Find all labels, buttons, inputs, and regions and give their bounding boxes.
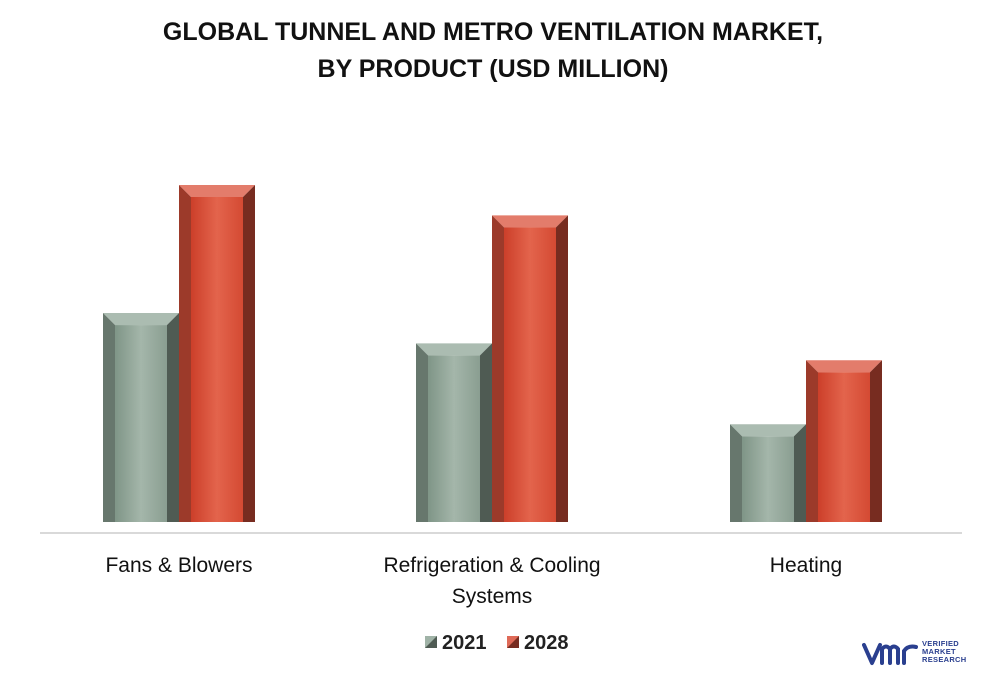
legend: 2021 2028 (425, 632, 569, 654)
bar-2028-2 (806, 360, 882, 522)
bar-2021-0 (103, 313, 179, 522)
chart-title: GLOBAL TUNNEL AND METRO VENTILATION MARK… (0, 14, 986, 88)
vmr-logo-text: VERIFIED MARKET RESEARCH (922, 640, 967, 664)
legend-label-2028: 2028 (524, 632, 569, 654)
logo-line-1: VERIFIED (922, 639, 959, 648)
legend-item-2021: 2021 (425, 632, 487, 654)
bars-group (103, 185, 882, 522)
bar-2021-1 (416, 343, 492, 522)
vmr-logo-mark-icon (862, 643, 918, 665)
chart-title-line-1: GLOBAL TUNNEL AND METRO VENTILATION MARK… (162, 18, 824, 46)
logo-line-2: MARKET (922, 647, 956, 656)
category-label-0-0: Fans & Blowers (105, 554, 252, 577)
logo-line-3: RESEARCH (922, 655, 967, 664)
vmr-logo: VERIFIED MARKET RESEARCH (862, 636, 978, 670)
legend-label-2021: 2021 (442, 632, 487, 654)
category-label-2-0: Heating (770, 554, 842, 577)
category-label-1-1: Systems (452, 585, 533, 608)
bar-2028-0 (179, 185, 255, 522)
bar-2021-2 (730, 424, 806, 522)
bar-2028-1 (492, 215, 568, 522)
category-label-1-0: Refrigeration & Cooling (383, 554, 600, 577)
category-labels: Fans & Blowers Refrigeration & Cooling Sys… (105, 554, 842, 608)
chart-title-line-2: BY PRODUCT (USD MILLION) (317, 55, 669, 83)
legend-item-2028: 2028 (507, 632, 569, 654)
